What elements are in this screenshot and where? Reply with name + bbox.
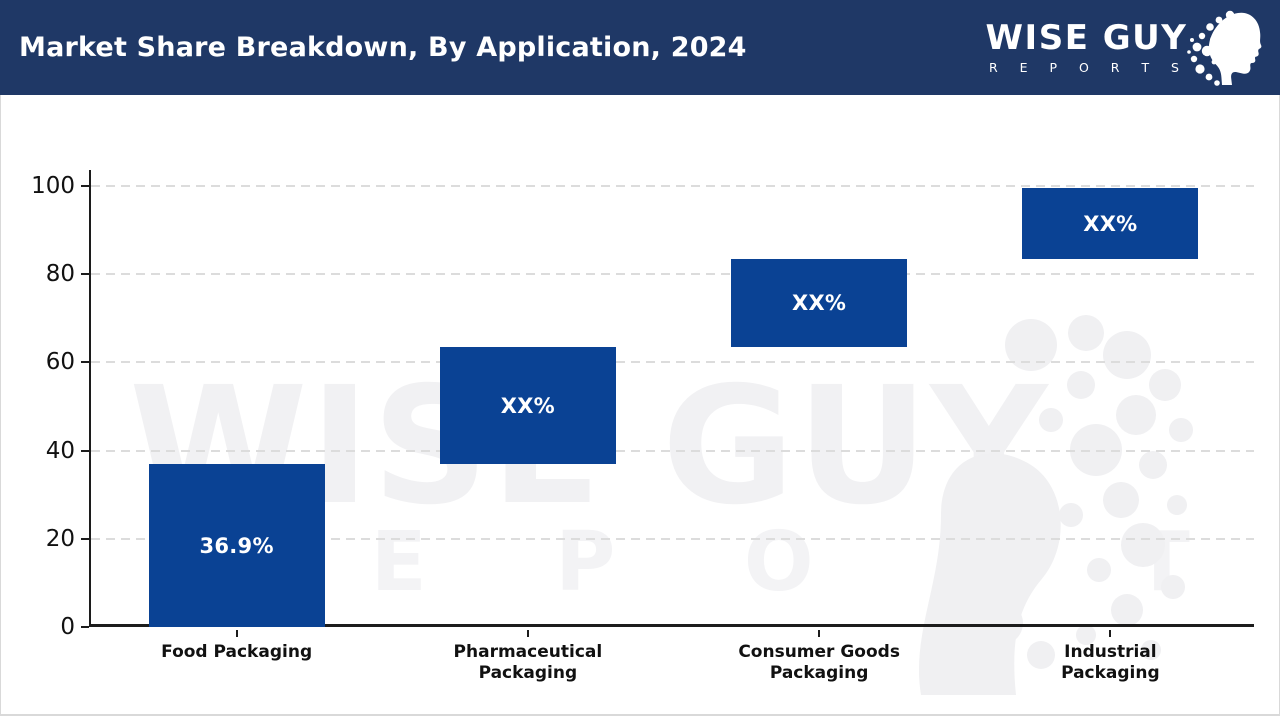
brand-subtitle: R E P O R T S xyxy=(988,59,1188,75)
gridline-100 xyxy=(91,184,1254,187)
x-tick-2 xyxy=(818,630,821,637)
gridline-20 xyxy=(91,537,1254,540)
x-category-label: Food Packaging xyxy=(161,642,313,662)
y-tick-label-0: 0 xyxy=(60,614,75,640)
header-bar: Market Share Breakdown, By Application, … xyxy=(0,0,1280,95)
watermark-head-icon xyxy=(918,315,1193,695)
page-title: Market Share Breakdown, By Application, … xyxy=(19,32,747,63)
y-tick-80 xyxy=(81,273,89,276)
x-category-label: Consumer Goods Packaging xyxy=(738,642,900,684)
bar-value-label: 36.9% xyxy=(199,533,274,558)
bar-segment: XX% xyxy=(731,259,908,347)
y-tick-label-20: 20 xyxy=(45,525,75,552)
brand-logo: WISE GUY R E P O R T S xyxy=(985,7,1280,89)
x-tick-1 xyxy=(526,630,529,637)
y-tick-100 xyxy=(81,184,89,187)
y-tick-40 xyxy=(81,449,89,452)
brand-logo-text: WISE GUY R E P O R T S xyxy=(985,21,1188,75)
plot-area: 0 20 40 60 80 100 36.9% Food Packaging XX% Pharma… xyxy=(31,170,1254,683)
bar-value-label: XX% xyxy=(1083,211,1138,236)
bar-segment: XX% xyxy=(439,346,616,465)
dotted-head-icon xyxy=(1187,10,1262,86)
y-tick-label-80: 80 xyxy=(45,261,75,288)
bar-value-label: XX% xyxy=(500,393,556,418)
bar-segment: XX% xyxy=(1022,188,1199,260)
x-category-label: Pharmaceutical Packaging xyxy=(453,642,603,684)
gridline-40 xyxy=(91,449,1254,452)
gridline-60 xyxy=(91,361,1254,364)
y-tick-label-60: 60 xyxy=(45,349,75,376)
chart-card: WISE GUY R E P O R T S 02040608010036.9%… xyxy=(0,95,1280,716)
y-tick-60 xyxy=(81,361,89,364)
bar-value-label: XX% xyxy=(791,290,847,315)
gridline-80 xyxy=(91,273,1254,276)
y-tick-0 xyxy=(81,626,89,628)
x-category-label: Industrial Packaging xyxy=(1061,642,1160,684)
bar-segment: 36.9% xyxy=(148,464,325,627)
y-tick-20 xyxy=(81,537,89,540)
y-tick-label-40: 40 xyxy=(45,437,75,464)
brand-name: WISE GUY xyxy=(985,17,1188,58)
y-tick-label-100: 100 xyxy=(31,172,75,199)
x-tick-0 xyxy=(235,630,238,637)
x-tick-3 xyxy=(1109,630,1112,637)
